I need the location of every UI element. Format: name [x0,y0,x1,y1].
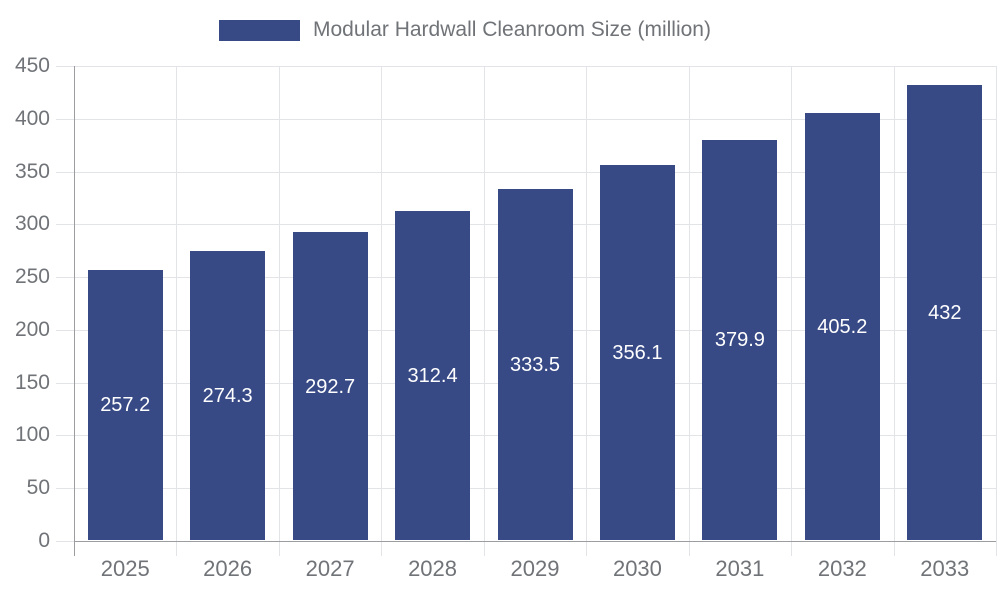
y-gridline [56,118,996,120]
y-tick-label: 100 [14,423,50,447]
bar-2033[interactable] [907,85,983,540]
x-tick-label: 2032 [817,556,867,581]
x-tick-label: 2026 [203,556,253,581]
y-tick-label: 0 [38,529,50,552]
x-gridline [791,66,793,556]
bar-2032[interactable] [804,113,880,540]
bar-2028[interactable] [395,211,471,540]
x-gridline [996,66,997,556]
legend-item[interactable]: Modular Hardwall Cleanroom Size (million… [219,17,711,43]
y-tick-label: 450 [14,54,50,77]
y-tick-label: 150 [14,370,50,394]
x-tick-label: 2025 [100,556,150,581]
y-tick-label: 250 [14,265,50,289]
x-tick-label: 2033 [920,556,970,581]
x-gridline [278,66,280,556]
x-tick-label: 2028 [408,556,458,581]
legend-swatch-icon [219,19,300,41]
y-gridline [56,66,996,67]
y-tick-label: 50 [26,476,50,500]
bar-2025[interactable] [87,269,163,540]
y-tick-label: 300 [14,212,50,236]
x-gridline [176,66,178,556]
y-tick-label: 200 [14,317,50,341]
y-gridline [56,171,996,173]
x-tick-label: 2031 [715,556,765,581]
x-gridline [483,66,485,556]
y-tick-label: 350 [14,159,50,183]
bar-2029[interactable] [497,188,573,540]
x-tick-label: 2027 [305,556,355,581]
x-tick-label: 2030 [612,556,662,581]
legend-label: Modular Hardwall Cleanroom Size (million… [313,18,711,41]
y-axis-line [74,66,75,556]
bar-2030[interactable] [599,165,675,540]
x-gridline [586,66,588,556]
x-axis-line [74,541,996,542]
bar-2031[interactable] [702,139,778,540]
x-tick-label: 2029 [510,556,560,581]
x-gridline [381,66,383,556]
bar-2027[interactable] [292,232,368,540]
bar-2026[interactable] [190,251,266,540]
y-tick-label: 400 [14,106,50,130]
x-gridline [893,66,895,556]
x-gridline [688,66,690,556]
